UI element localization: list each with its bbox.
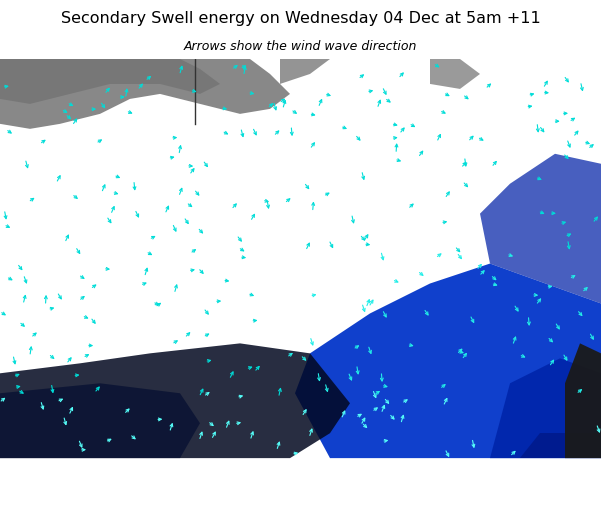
Polygon shape — [490, 359, 601, 458]
Polygon shape — [295, 264, 601, 458]
Polygon shape — [280, 59, 330, 84]
Polygon shape — [0, 383, 200, 458]
Polygon shape — [520, 433, 601, 458]
Polygon shape — [0, 59, 290, 129]
Polygon shape — [0, 343, 350, 458]
Polygon shape — [0, 59, 220, 104]
Text: Arrows show the wind wave direction: Arrows show the wind wave direction — [184, 40, 417, 52]
Text: Secondary Swell energy on Wednesday 04 Dec at 5am +11: Secondary Swell energy on Wednesday 04 D… — [61, 11, 540, 26]
Polygon shape — [480, 154, 601, 304]
Polygon shape — [565, 343, 601, 458]
Polygon shape — [430, 59, 480, 89]
